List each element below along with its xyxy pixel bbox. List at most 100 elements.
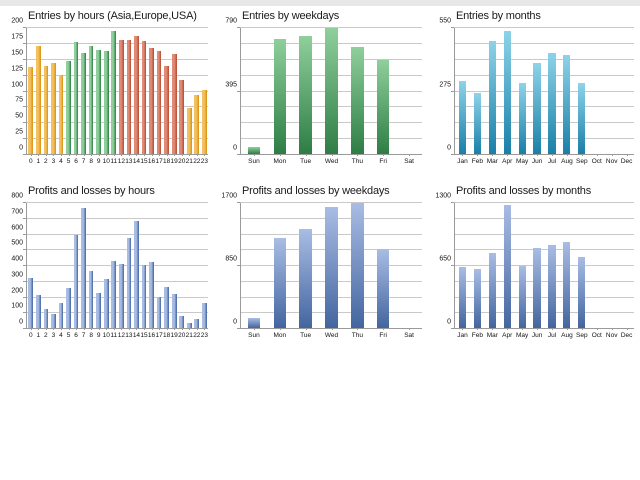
- bar[interactable]: [164, 287, 169, 328]
- bar[interactable]: [35, 45, 41, 154]
- bar[interactable]: [141, 40, 147, 154]
- bar[interactable]: [81, 53, 86, 154]
- bar[interactable]: [488, 41, 496, 154]
- bar[interactable]: [51, 62, 56, 154]
- bar[interactable]: [171, 54, 177, 154]
- bar[interactable]: [111, 260, 117, 328]
- x-axis-labels: Jan Feb Mar Apr May Jun Jul Aug Sep Oct Nov Dec: [455, 329, 634, 339]
- bar[interactable]: [119, 264, 124, 328]
- bar[interactable]: [73, 41, 79, 154]
- bar[interactable]: [96, 50, 102, 154]
- grid-line: [26, 233, 208, 235]
- bar[interactable]: [518, 82, 526, 154]
- bar[interactable]: [533, 62, 541, 154]
- x-axis-tick-label: 14: [132, 332, 141, 339]
- bar[interactable]: [51, 314, 56, 328]
- bar[interactable]: [126, 39, 132, 154]
- x-axis-tick-mark: [253, 328, 255, 330]
- bar[interactable]: [518, 266, 526, 328]
- bar[interactable]: [503, 30, 511, 154]
- bar-slot: [589, 203, 604, 330]
- bar-slot: [201, 28, 209, 156]
- bar[interactable]: [35, 295, 41, 328]
- bar[interactable]: [164, 66, 169, 154]
- bar[interactable]: [171, 294, 177, 328]
- plot-area: 0 850 1700 Sun Mon Tue Wed Thu Fri Sat: [221, 193, 422, 339]
- bar[interactable]: [194, 318, 200, 328]
- bar[interactable]: [186, 108, 192, 154]
- bar[interactable]: [377, 249, 390, 328]
- bar-slot: [396, 28, 422, 156]
- bar[interactable]: [119, 39, 124, 154]
- bar[interactable]: [351, 203, 364, 328]
- bar[interactable]: [103, 50, 109, 154]
- bar[interactable]: [28, 67, 34, 154]
- bar[interactable]: [458, 267, 467, 328]
- x-axis-tick-label: Fri: [379, 332, 388, 339]
- bar[interactable]: [458, 80, 467, 154]
- bar[interactable]: [43, 309, 49, 328]
- bar[interactable]: [186, 322, 192, 328]
- bar[interactable]: [473, 269, 481, 328]
- bar[interactable]: [578, 82, 586, 154]
- bar[interactable]: [81, 208, 86, 328]
- bar-slot: [530, 28, 545, 156]
- bar[interactable]: [88, 270, 94, 328]
- bar[interactable]: [88, 46, 94, 154]
- bar[interactable]: [548, 53, 556, 154]
- bar[interactable]: [273, 237, 286, 328]
- bar[interactable]: [179, 80, 185, 154]
- bar[interactable]: [351, 46, 364, 154]
- bar[interactable]: [58, 74, 64, 154]
- bar[interactable]: [43, 66, 49, 154]
- bar[interactable]: [377, 59, 390, 154]
- bar-slot: [574, 28, 589, 156]
- bar[interactable]: [149, 47, 154, 154]
- bar[interactable]: [548, 245, 556, 328]
- bar[interactable]: [66, 288, 71, 328]
- bar[interactable]: [473, 92, 481, 154]
- bar[interactable]: [179, 316, 185, 328]
- bar[interactable]: [247, 318, 261, 328]
- bar[interactable]: [325, 206, 338, 328]
- bar[interactable]: [96, 293, 102, 328]
- bar[interactable]: [58, 303, 64, 328]
- bar[interactable]: [134, 35, 139, 154]
- bar[interactable]: [488, 253, 496, 328]
- bar[interactable]: [563, 55, 571, 154]
- bar[interactable]: [202, 89, 207, 154]
- x-axis-tick-mark: [30, 328, 32, 330]
- bar-slot: [80, 203, 88, 330]
- bar[interactable]: [194, 95, 200, 154]
- bar[interactable]: [149, 262, 154, 328]
- bar[interactable]: [28, 278, 34, 328]
- x-axis-tick-label: 3: [51, 158, 56, 165]
- bar[interactable]: [134, 221, 139, 328]
- y-axis-tick-mark: [237, 27, 240, 28]
- bar[interactable]: [103, 279, 109, 328]
- bar[interactable]: [156, 51, 162, 154]
- bar[interactable]: [578, 256, 586, 328]
- x-axis-tick-label: 20: [178, 158, 186, 165]
- bar-slot: [27, 203, 35, 330]
- bar[interactable]: [273, 39, 286, 154]
- bar[interactable]: [111, 31, 117, 154]
- bar[interactable]: [299, 35, 312, 154]
- y-axis-tick-mark: [23, 122, 26, 124]
- bar[interactable]: [66, 61, 71, 154]
- bar[interactable]: [325, 28, 338, 154]
- bar[interactable]: [73, 235, 79, 328]
- x-axis-tick-mark: [626, 154, 628, 156]
- bar[interactable]: [141, 265, 147, 328]
- bar[interactable]: [503, 204, 511, 328]
- bar[interactable]: [299, 228, 312, 328]
- bar[interactable]: [533, 248, 541, 328]
- bar[interactable]: [156, 297, 162, 328]
- bar[interactable]: [563, 242, 571, 328]
- x-axis-tick-label: 9: [96, 332, 101, 339]
- bar-slot: [133, 203, 141, 330]
- x-axis-tick-label: 4: [59, 332, 63, 339]
- bar[interactable]: [126, 238, 132, 328]
- bar[interactable]: [247, 146, 261, 154]
- bar[interactable]: [202, 302, 207, 328]
